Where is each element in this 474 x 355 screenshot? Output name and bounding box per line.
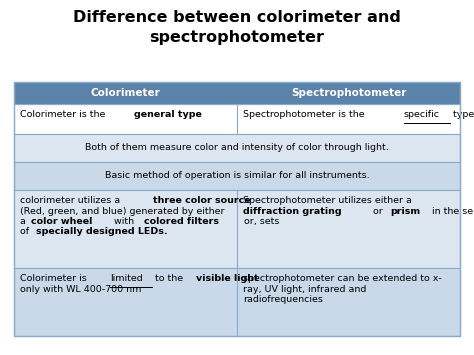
Bar bbox=[14, 82, 460, 336]
Text: a: a bbox=[20, 217, 29, 226]
Text: colored filters: colored filters bbox=[145, 217, 219, 226]
Bar bbox=[14, 104, 460, 134]
Text: visible light: visible light bbox=[196, 274, 259, 283]
Text: three color source: three color source bbox=[153, 196, 251, 205]
Text: colorimeter utilizes a: colorimeter utilizes a bbox=[20, 196, 123, 205]
Bar bbox=[14, 162, 460, 190]
Text: Spectrophotometer: Spectrophotometer bbox=[291, 88, 406, 98]
Text: in the sensor: in the sensor bbox=[429, 207, 474, 215]
Text: Basic method of operation is similar for all instruments.: Basic method of operation is similar for… bbox=[105, 171, 369, 180]
Text: type.: type. bbox=[450, 110, 474, 119]
Text: Spectrophotometer is the: Spectrophotometer is the bbox=[243, 110, 368, 119]
Text: with: with bbox=[110, 217, 137, 226]
Text: spectrophotometer can be extended to x-: spectrophotometer can be extended to x- bbox=[243, 274, 442, 283]
Text: Difference between colorimeter and
spectrophotometer: Difference between colorimeter and spect… bbox=[73, 10, 401, 45]
Text: Both of them measure color and intensity of color through light.: Both of them measure color and intensity… bbox=[85, 143, 389, 153]
Text: of: of bbox=[20, 228, 32, 236]
Bar bbox=[14, 268, 460, 336]
Text: (Red, green, and blue) generated by either: (Red, green, and blue) generated by eith… bbox=[20, 207, 225, 215]
Text: or, sets: or, sets bbox=[241, 217, 280, 226]
Bar bbox=[14, 82, 460, 104]
Text: ray, UV light, infrared and: ray, UV light, infrared and bbox=[243, 284, 366, 294]
Text: general type: general type bbox=[134, 110, 202, 119]
Text: or: or bbox=[370, 207, 386, 215]
Text: specific: specific bbox=[404, 110, 440, 119]
Text: Colorimeter is: Colorimeter is bbox=[20, 274, 90, 283]
Text: radiofrequencies: radiofrequencies bbox=[243, 295, 323, 304]
Text: to the: to the bbox=[152, 274, 186, 283]
Text: Colorimeter is the: Colorimeter is the bbox=[20, 110, 109, 119]
Bar bbox=[14, 134, 460, 162]
Text: specially designed LEDs.: specially designed LEDs. bbox=[36, 228, 167, 236]
Text: color wheel: color wheel bbox=[31, 217, 93, 226]
Text: prism: prism bbox=[391, 207, 421, 215]
Text: Spectrophotometer utilizes either a: Spectrophotometer utilizes either a bbox=[243, 196, 412, 205]
Text: diffraction grating: diffraction grating bbox=[243, 207, 342, 215]
Bar bbox=[14, 190, 460, 268]
Text: limited: limited bbox=[110, 274, 143, 283]
Text: only with WL 400-700 nm: only with WL 400-700 nm bbox=[20, 284, 141, 294]
Text: Colorimeter: Colorimeter bbox=[91, 88, 160, 98]
